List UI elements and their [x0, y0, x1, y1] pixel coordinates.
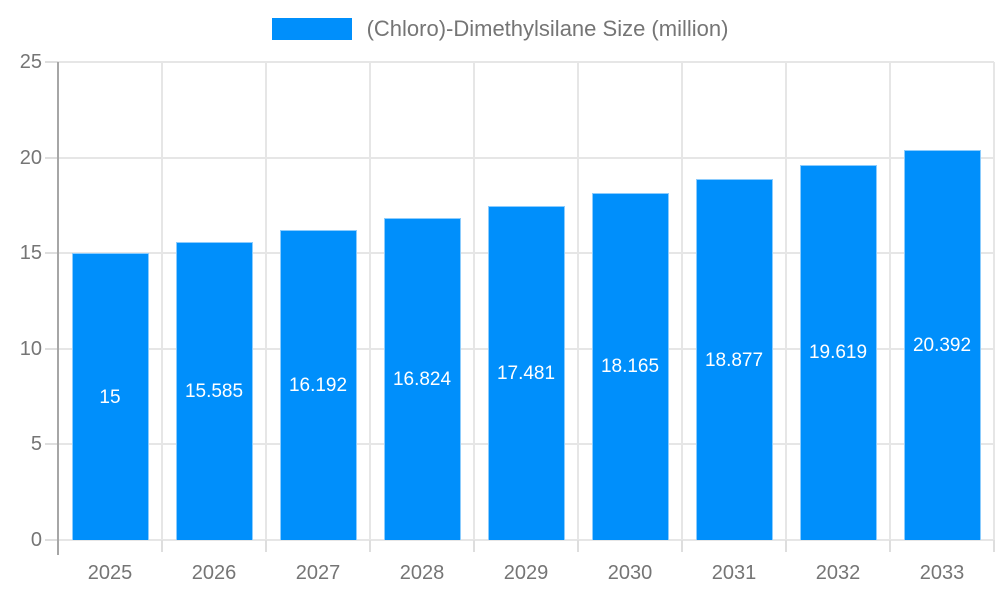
gridline-horizontal	[58, 156, 994, 159]
bar-2025[interactable]: 15	[71, 253, 149, 540]
y-axis-label: 5	[30, 433, 42, 456]
x-axis-label: 2026	[191, 562, 237, 584]
y-axis-tick	[45, 252, 58, 255]
x-axis-label: 2025	[87, 562, 133, 584]
gridline-vertical	[473, 62, 475, 540]
x-axis-tick	[473, 540, 475, 552]
gridline-vertical	[993, 62, 995, 540]
y-axis-tick	[45, 539, 58, 541]
bar-2027[interactable]: 16.192	[279, 230, 357, 540]
bar-2028[interactable]: 16.824	[383, 218, 461, 540]
bar-value-label: 19.619	[808, 342, 868, 364]
x-axis-tick	[681, 540, 683, 552]
gridline-horizontal	[58, 61, 994, 63]
gridline-vertical	[161, 62, 163, 540]
legend-swatch-icon	[271, 18, 352, 41]
bar-value-label: 17.481	[496, 362, 556, 384]
y-axis-line	[57, 62, 59, 555]
bar-value-label: 15	[99, 386, 121, 408]
x-axis-tick	[993, 540, 995, 552]
bar-2030[interactable]: 18.165	[591, 192, 669, 540]
bar-2033[interactable]: 20.392	[903, 150, 981, 540]
x-axis-label: 2033	[919, 562, 965, 584]
gridline-vertical	[681, 62, 683, 540]
x-axis-label: 2029	[503, 562, 549, 584]
x-axis-tick	[369, 540, 371, 552]
y-axis-tick	[45, 347, 58, 350]
y-axis-label: 0	[30, 529, 42, 551]
gridline-horizontal	[58, 539, 994, 541]
x-axis-tick	[161, 540, 163, 552]
x-axis-label: 2027	[295, 562, 341, 584]
legend-item[interactable]: (Chloro)-Dimethylsilane Size (million)	[271, 16, 729, 42]
gridline-vertical	[577, 62, 579, 540]
x-axis-label: 2032	[815, 562, 861, 584]
y-axis-tick	[45, 61, 58, 63]
bar-2029[interactable]: 17.481	[487, 205, 565, 540]
x-axis-label: 2031	[711, 562, 757, 584]
y-axis-label: 10	[19, 337, 42, 360]
bar-value-label: 16.824	[392, 369, 452, 391]
bar-2031[interactable]: 18.877	[695, 179, 773, 540]
gridline-vertical	[369, 62, 371, 540]
x-axis-tick	[785, 540, 787, 552]
bar-value-label: 15.585	[184, 380, 244, 402]
legend: (Chloro)-Dimethylsilane Size (million)	[0, 16, 1000, 42]
x-axis-tick	[265, 540, 267, 552]
y-axis-tick	[45, 443, 58, 446]
y-axis-label: 15	[19, 242, 42, 265]
x-axis-tick	[889, 540, 891, 552]
bar-value-label: 20.392	[912, 335, 972, 357]
gridline-vertical	[265, 62, 267, 540]
bar-2026[interactable]: 15.585	[175, 242, 253, 540]
y-axis-label: 25	[19, 51, 42, 73]
legend-label: (Chloro)-Dimethylsilane Size (million)	[366, 16, 729, 41]
bar-value-label: 18.165	[600, 356, 660, 378]
bar-2032[interactable]: 19.619	[799, 164, 877, 540]
x-axis-tick	[577, 540, 579, 552]
gridline-vertical	[785, 62, 787, 540]
bar-value-label: 18.877	[704, 349, 764, 371]
bar-value-label: 16.192	[288, 375, 348, 397]
gridline-vertical	[889, 62, 891, 540]
y-axis-tick	[45, 156, 58, 159]
x-axis-label: 2028	[399, 562, 445, 584]
x-axis-label: 2030	[607, 562, 653, 584]
y-axis-label: 20	[19, 146, 42, 169]
